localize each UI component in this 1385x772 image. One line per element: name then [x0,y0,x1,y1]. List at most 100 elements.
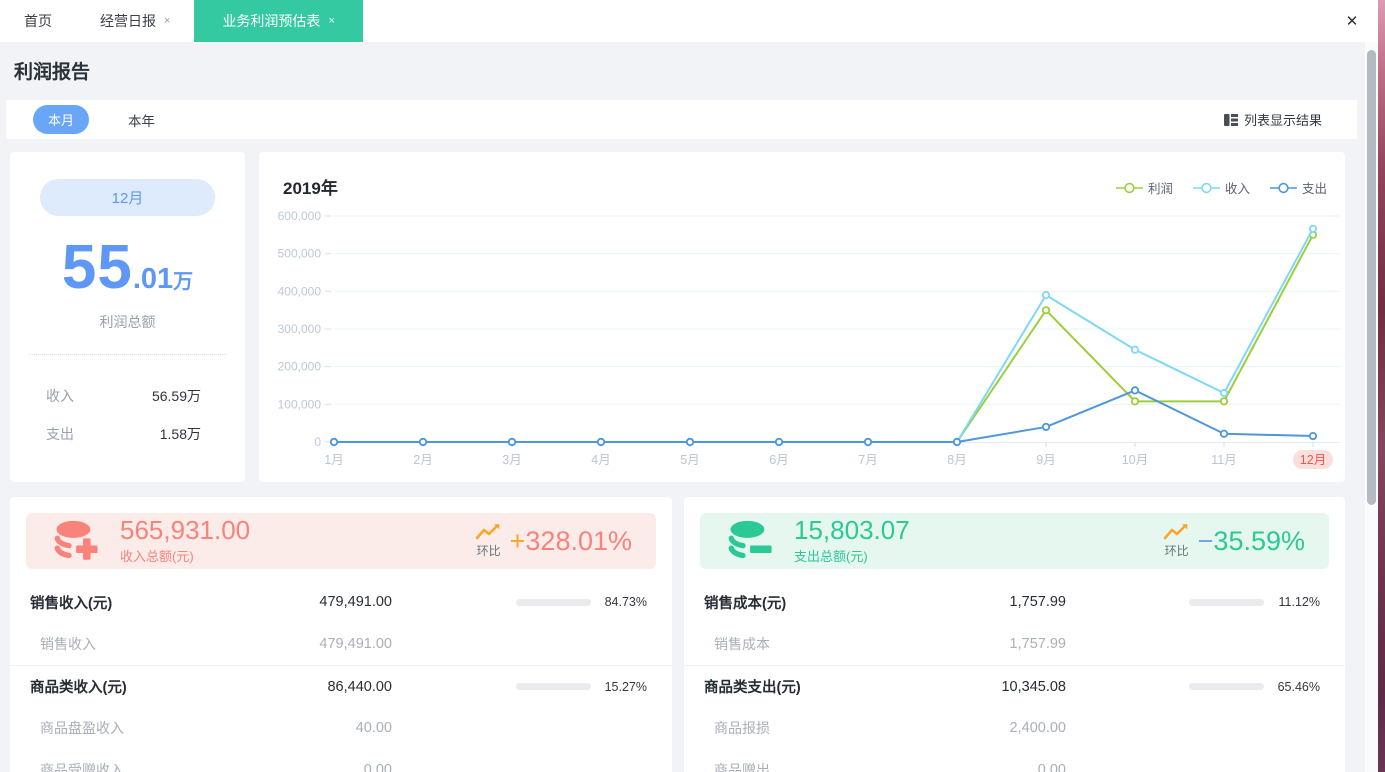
income-detail-card: 565,931.00 收入总额(元) 环比 +328.01% 销售收入(元) 4… [10,497,672,772]
legend-line-marker-icon [1269,182,1297,193]
progress-bar [1189,598,1264,606]
row-label: 销售成本 [714,636,770,652]
income-banner: 565,931.00 收入总额(元) 环比 +328.01% [26,513,656,569]
line-chart[interactable]: 0 100,000 200,000 300,000 400,000 500,000 600,… [259,152,1345,482]
legend-line-marker-icon [1115,182,1143,193]
row-value: 1,757.99 [1009,636,1066,652]
income-trend-block: 环比 [475,523,502,559]
legend-item-income[interactable]: 收入 [1192,178,1250,197]
tab-home[interactable]: 首页 [0,0,76,42]
coins-minus-icon [728,520,772,559]
chart-legend: 利润 收入 支出 [1115,178,1327,197]
row-label: 商品报损 [714,720,770,736]
svg-text:8月: 8月 [947,453,966,467]
tab-home-label: 首页 [24,13,52,29]
svg-text:0: 0 [314,435,321,449]
percent-value: 35.59% [1213,525,1305,556]
svg-text:1月: 1月 [324,453,343,467]
svg-text:12月: 12月 [1300,453,1326,467]
progress-bar [516,598,591,606]
profit-total-value: 55.01万 [10,232,245,303]
filter-this-month-button[interactable]: 本月 [33,105,90,134]
legend-label: 利润 [1147,182,1173,196]
summary-expense-value: 1.58万 [159,426,201,442]
row-value: 10,345.08 [1001,678,1066,695]
scrollbar[interactable] [1365,42,1378,772]
table-row[interactable]: 商品类收入(元) 86,440.00 15.27% [10,665,672,707]
svg-text:11月: 11月 [1211,453,1236,467]
row-percent: 15.27% [604,679,647,694]
row-value: 0.00 [363,762,392,772]
row-percent: 65.46% [1277,679,1320,694]
svg-text:10月: 10月 [1122,453,1148,467]
legend-item-profit[interactable]: 利润 [1115,178,1173,197]
expense-table: 销售成本(元) 1,757.99 11.12% 销售成本 1,757.99 商品… [684,581,1345,772]
row-value: 1,757.99 [1009,594,1066,610]
table-row[interactable]: 商品盘盈收入 40.00 [10,707,672,749]
row-value: 2,400.00 [1009,720,1066,736]
percent-sign: − [1197,525,1214,556]
progress-bar [1189,683,1264,690]
tab-close-icon[interactable]: × [328,15,335,27]
table-row[interactable]: 商品报损 2,400.00 [684,707,1345,749]
yearly-chart-card: 0 100,000 200,000 300,000 400,000 500,000 600,… [259,152,1345,482]
expense-total-amount: 15,803.07 [794,515,910,546]
income-total-amount: 565,931.00 [120,515,251,546]
row-percent: 11.12% [1278,595,1320,609]
svg-text:500,000: 500,000 [278,247,322,261]
row-value: 0.00 [1037,762,1066,772]
svg-text:200,000: 200,000 [278,360,322,374]
row-value: 479,491.00 [319,594,392,610]
table-row[interactable]: 销售收入(元) 479,491.00 84.73% [10,581,672,623]
month-badge[interactable]: 12月 [40,179,215,216]
trend-up-icon [1163,523,1187,539]
legend-item-expense[interactable]: 支出 [1269,178,1327,197]
row-label: 商品类支出(元) [704,680,801,696]
row-label: 销售成本(元) [704,595,787,612]
income-total-label: 收入总额(元) [120,548,194,564]
table-row[interactable]: 商品赠出 0.00 [684,749,1345,772]
percent-sign: + [509,525,526,556]
svg-text:9月: 9月 [1036,453,1055,467]
table-row[interactable]: 商品类支出(元) 10,345.08 65.46% [684,665,1345,707]
window-close-icon[interactable]: ✕ [1345,13,1359,30]
legend-label: 收入 [1224,182,1250,196]
filter-this-year-button[interactable]: 本年 [128,113,156,129]
tab-daily-report[interactable]: 经营日报 × [76,0,194,42]
coins-plus-icon [54,520,98,560]
summary-income-row: 收入 56.59万 [46,386,201,406]
tab-profit-forecast-label: 业务利润预估表 [222,13,321,29]
row-label: 商品盘盈收入 [40,720,124,736]
expense-amount-block: 15,803.07 支出总额(元) [794,517,910,564]
expense-banner: 15,803.07 支出总额(元) 环比 −35.59% [700,513,1329,569]
tab-profit-forecast[interactable]: 业务利润预估表 × [194,0,363,42]
scrollbar-thumb[interactable] [1367,50,1376,505]
expense-detail-card: 15,803.07 支出总额(元) 环比 −35.59% 销售成本(元) 1,7… [684,497,1345,772]
tab-close-icon[interactable]: × [164,15,171,27]
mom-label: 环比 [1164,543,1189,558]
profit-total-label: 利润总额 [99,314,156,330]
trend-up-icon [475,523,499,539]
summary-income-value: 56.59万 [151,388,201,404]
svg-text:4月: 4月 [591,453,610,467]
list-display-toggle[interactable]: 列表显示结果 [1223,110,1322,129]
legend-line-marker-icon [1192,182,1220,193]
profit-total-unit: 万 [173,271,194,293]
table-list-icon [1223,113,1238,126]
row-label: 销售收入 [40,636,96,652]
svg-text:2月: 2月 [413,453,432,467]
svg-text:600,000: 600,000 [278,209,322,223]
table-row[interactable]: 销售成本 1,757.99 [684,623,1345,665]
row-label: 商品受赠收入 [40,762,124,772]
desktop-wallpaper-edge [1378,0,1385,772]
chart-title: 2019年 [283,179,338,198]
expense-total-label: 支出总额(元) [794,548,868,564]
income-amount-block: 565,931.00 收入总额(元) [120,517,250,564]
table-row[interactable]: 商品受赠收入 0.00 [10,749,672,772]
row-value: 40.00 [355,720,392,736]
expense-trend-block: 环比 [1163,523,1190,559]
table-row[interactable]: 销售收入 479,491.00 [10,623,672,665]
list-display-label: 列表显示结果 [1243,113,1322,128]
table-row[interactable]: 销售成本(元) 1,757.99 11.12% [684,581,1345,623]
